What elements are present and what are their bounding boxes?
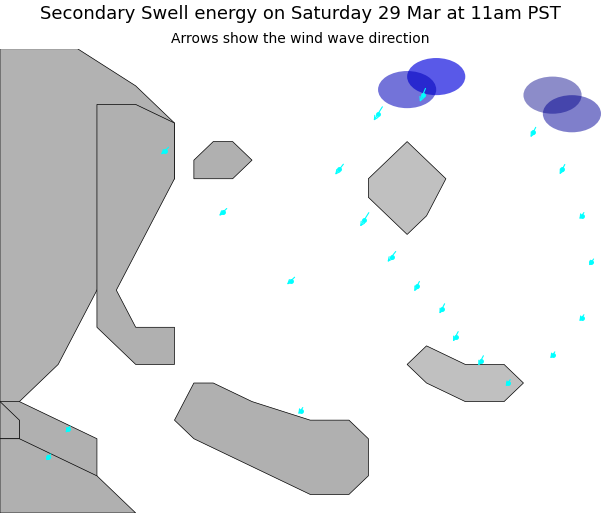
Polygon shape (368, 142, 446, 234)
Polygon shape (194, 142, 252, 179)
Polygon shape (174, 383, 368, 495)
Ellipse shape (523, 76, 582, 114)
Polygon shape (0, 439, 136, 513)
Polygon shape (0, 49, 174, 439)
Ellipse shape (407, 58, 465, 95)
Text: Arrows show the wind wave direction: Arrows show the wind wave direction (171, 32, 430, 46)
Ellipse shape (543, 95, 601, 132)
Polygon shape (97, 105, 174, 364)
Ellipse shape (378, 71, 436, 108)
Text: Secondary Swell energy on Saturday 29 Mar at 11am PST: Secondary Swell energy on Saturday 29 Ma… (40, 5, 561, 23)
Polygon shape (407, 346, 523, 402)
Polygon shape (0, 402, 97, 495)
